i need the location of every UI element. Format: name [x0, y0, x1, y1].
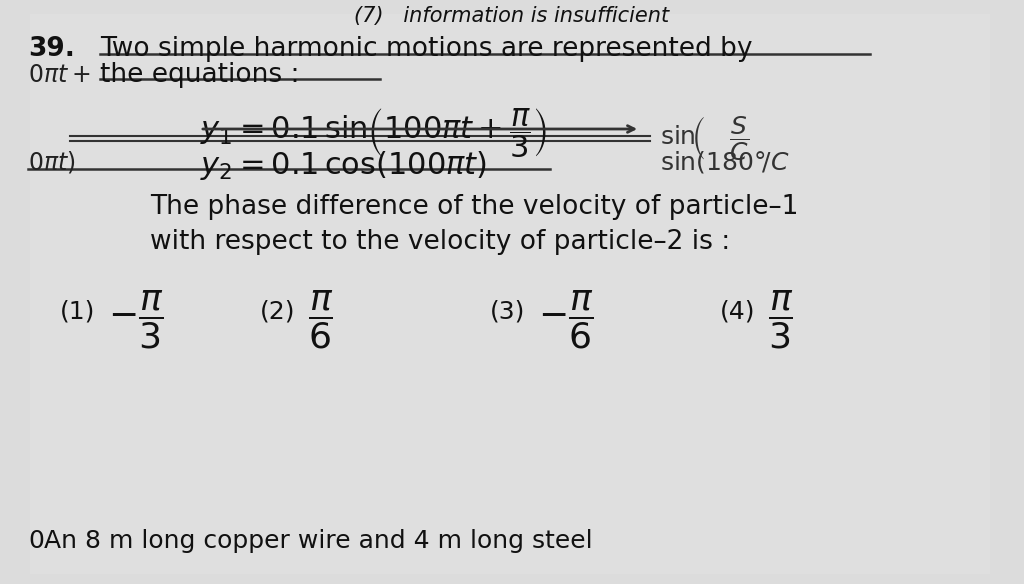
Text: $\dfrac{\pi}{3}$: $\dfrac{\pi}{3}$ — [768, 289, 794, 352]
Text: 0: 0 — [28, 529, 44, 553]
Text: $\mathrm{sin}(180°\!/C$: $\mathrm{sin}(180°\!/C$ — [660, 149, 790, 175]
Text: 39.: 39. — [28, 36, 75, 62]
Text: $-\dfrac{\pi}{3}$: $-\dfrac{\pi}{3}$ — [108, 289, 164, 352]
Text: with respect to the velocity of particle–2 is :: with respect to the velocity of particle… — [150, 229, 730, 255]
Text: $0\pi t +$: $0\pi t +$ — [28, 64, 90, 87]
Text: An 8 m long copper wire and 4 m long steel: An 8 m long copper wire and 4 m long ste… — [28, 529, 593, 553]
Text: (4): (4) — [720, 299, 756, 323]
Text: $\mathrm{sin}\!\left(\quad \dfrac{S}{C}\right.$: $\mathrm{sin}\!\left(\quad \dfrac{S}{C}\… — [660, 114, 750, 162]
Text: $0\pi t)$: $0\pi t)$ — [28, 149, 76, 175]
Text: (3): (3) — [490, 299, 525, 323]
Text: $\dfrac{\pi}{6}$: $\dfrac{\pi}{6}$ — [308, 289, 333, 352]
Text: (1): (1) — [60, 299, 95, 323]
Text: The phase difference of the velocity of particle–1: The phase difference of the velocity of … — [150, 194, 799, 220]
Text: $-\dfrac{\pi}{6}$: $-\dfrac{\pi}{6}$ — [538, 289, 594, 352]
Text: (2): (2) — [260, 299, 296, 323]
Text: Two simple harmonic motions are represented by: Two simple harmonic motions are represen… — [100, 36, 753, 62]
Text: the equations :: the equations : — [100, 62, 299, 88]
Text: (7)   information is insufficient: (7) information is insufficient — [354, 6, 670, 26]
Text: $y_1 = 0.1\,\sin\!\left(100\pi t + \dfrac{\pi}{3}\right)$: $y_1 = 0.1\,\sin\!\left(100\pi t + \dfra… — [200, 106, 547, 159]
Text: $y_2 = 0.1\,\cos(100\pi t)$: $y_2 = 0.1\,\cos(100\pi t)$ — [200, 149, 487, 182]
